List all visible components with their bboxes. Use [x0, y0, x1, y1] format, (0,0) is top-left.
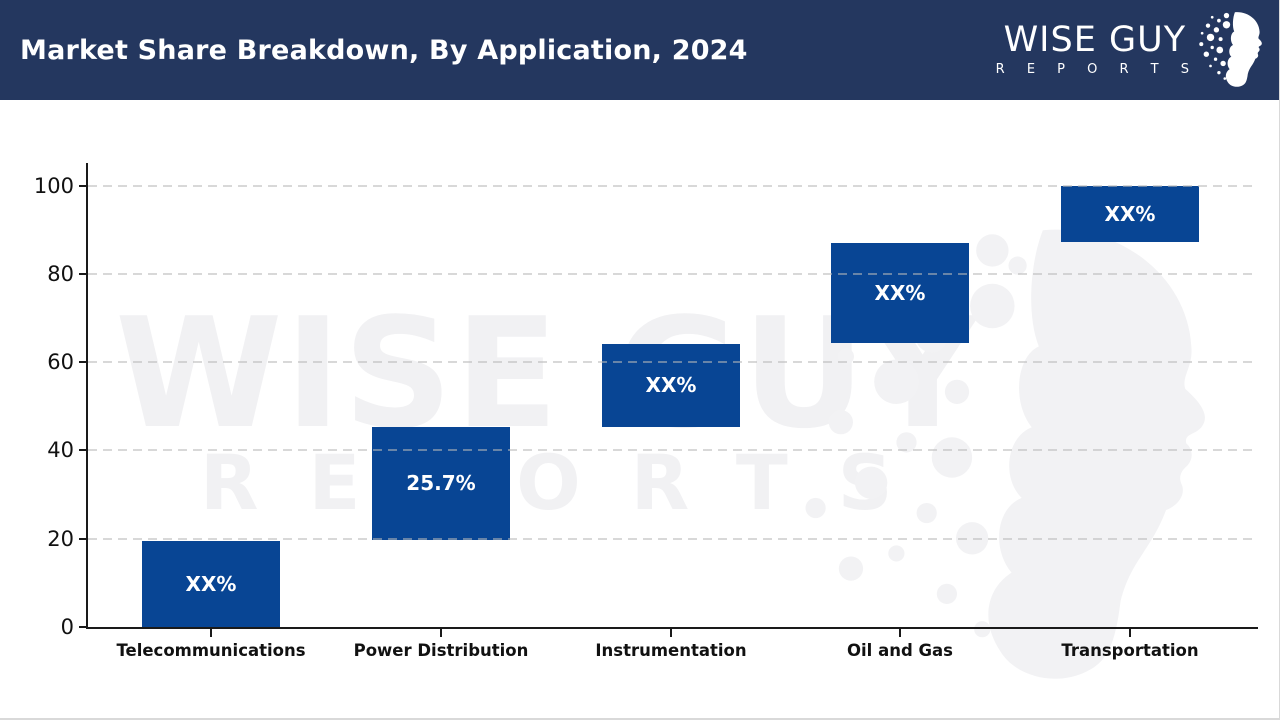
watermark-head-icon [805, 229, 1205, 679]
brand-head-icon [1199, 12, 1262, 87]
x-tick-3 [670, 629, 672, 637]
gridline-60 [88, 361, 1256, 364]
brand-logo: WISE GUY R E P O R T S [992, 8, 1266, 92]
gridline-40 [88, 449, 1256, 452]
category-label-telecommunications: Telecommunications [116, 641, 306, 660]
y-tick-100 [79, 184, 87, 187]
bar-telecommunications: XX% [142, 540, 280, 627]
bar-instrumentation: XX% [602, 343, 740, 427]
y-tick-0 [79, 626, 87, 628]
bar-value-label: XX% [874, 280, 926, 305]
category-label-oil-and-gas: Oil and Gas [846, 641, 954, 660]
watermark-subtitle: REPORTS [200, 438, 943, 527]
y-tick-label-80: 80 [47, 261, 74, 286]
y-tick-20 [79, 537, 87, 540]
bar-power-distribution: 25.7% [372, 426, 510, 541]
x-axis-line [86, 627, 1258, 629]
gridline-80 [88, 272, 1256, 275]
x-tick-4 [899, 629, 901, 637]
page-title: Market Share Breakdown, By Application, … [20, 34, 748, 66]
bar-value-label: XX% [645, 373, 697, 398]
x-tick-5 [1129, 629, 1131, 637]
y-tick-label-0: 0 [60, 615, 74, 639]
header: Market Share Breakdown, By Application, … [0, 0, 1279, 100]
y-tick-40 [79, 449, 87, 452]
brand-wordmark: WISE GUY [1003, 20, 1187, 60]
brand-subtitle: R E P O R T S [995, 62, 1198, 77]
y-tick-label-100: 100 [33, 173, 74, 198]
brand-text: WISE GUY R E P O R T S [992, 20, 1198, 78]
category-label-power-distribution: Power Distribution [353, 641, 529, 660]
y-tick-label-40: 40 [47, 438, 74, 463]
category-label-transportation: Transportation [1061, 641, 1199, 660]
chart-area: WISE GUY REPORTS 0 20 40 60 80 100 XX% 25.7% XX%… [0, 100, 1279, 718]
y-tick-label-20: 20 [47, 526, 74, 551]
bar-value-label: XX% [1104, 201, 1156, 226]
x-tick-2 [440, 629, 442, 637]
bar-value-label: XX% [185, 571, 237, 596]
y-tick-60 [79, 361, 87, 364]
y-axis-line [86, 163, 88, 629]
x-tick-1 [210, 629, 212, 637]
bar-value-label: 25.7% [406, 471, 476, 496]
bar-oil-and-gas: XX% [831, 242, 969, 344]
y-tick-80 [79, 272, 87, 275]
bar-transportation: XX% [1061, 185, 1199, 243]
y-tick-label-60: 60 [47, 350, 74, 375]
gridline-100 [88, 184, 1256, 187]
category-label-instrumentation: Instrumentation [595, 641, 747, 660]
gridline-20 [88, 537, 1256, 540]
